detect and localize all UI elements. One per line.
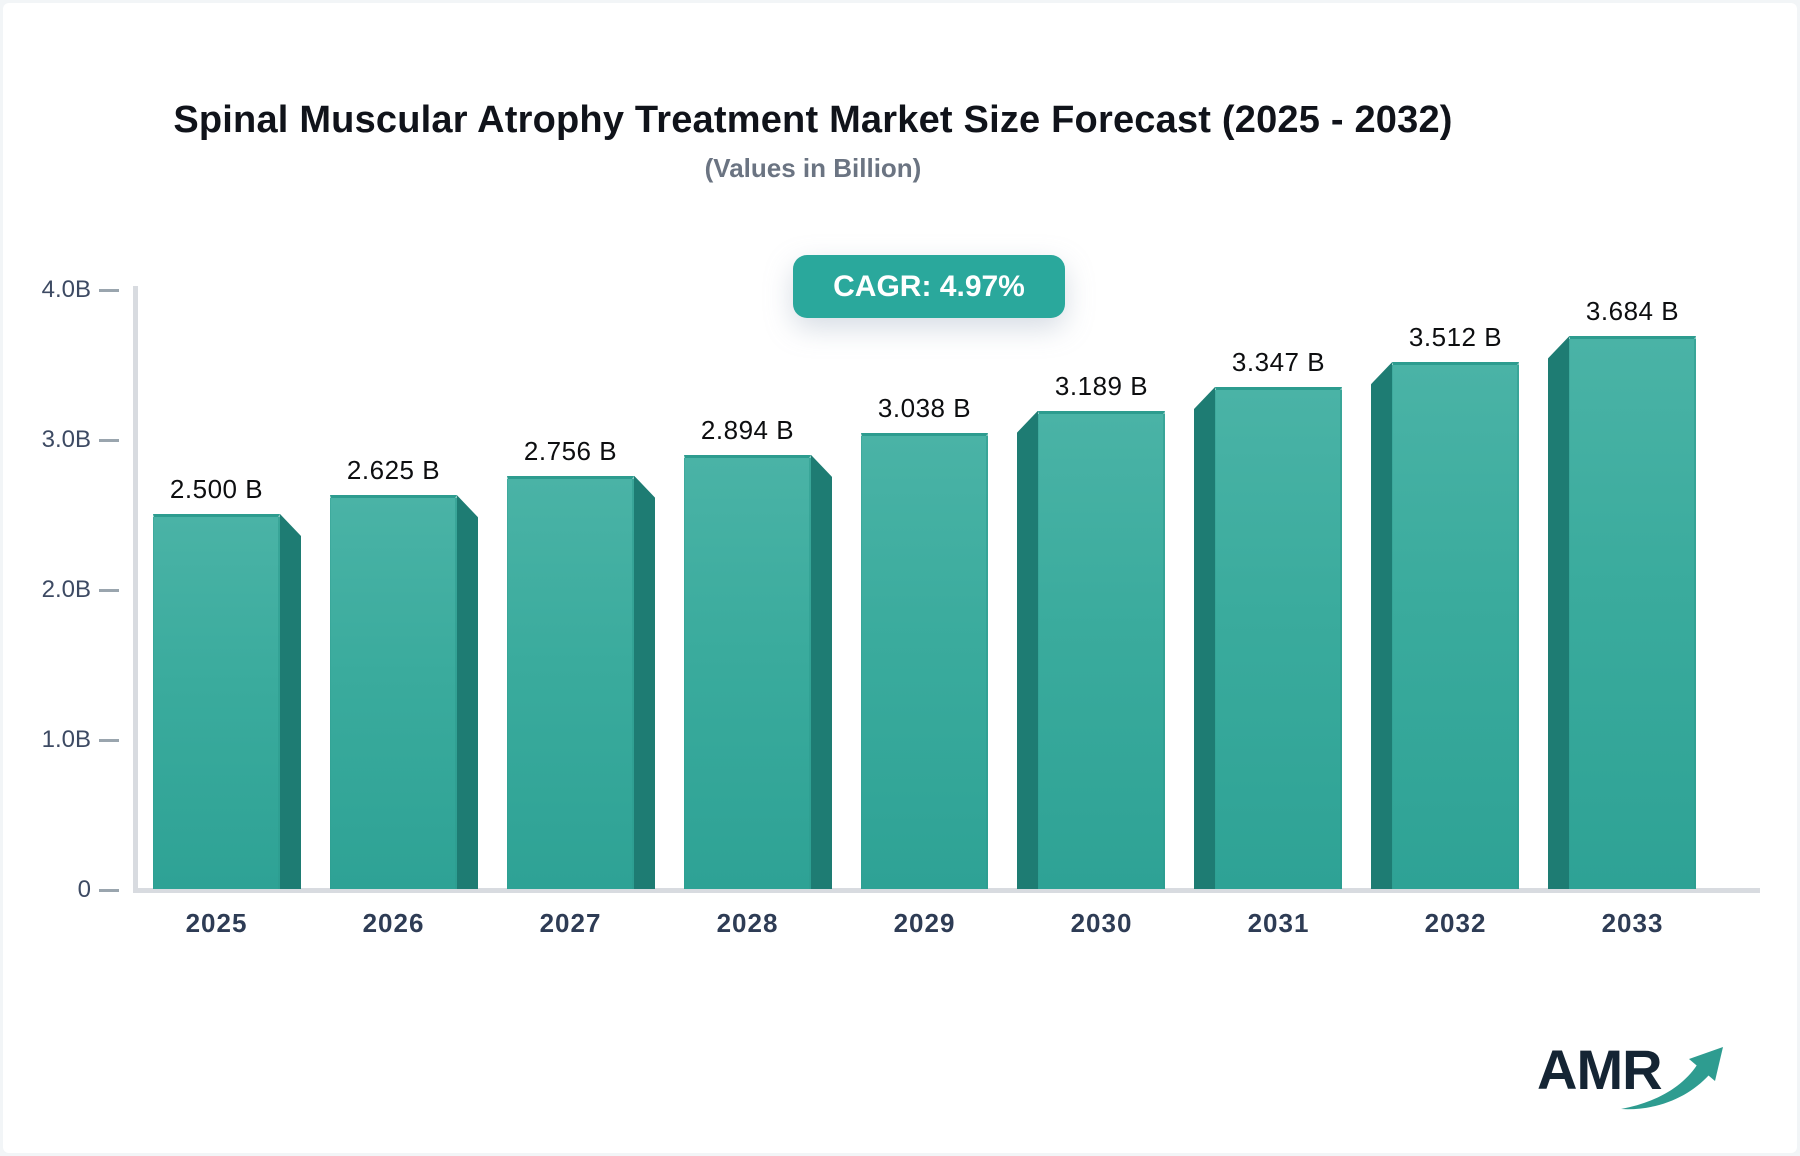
bar-side-face-2027 [634, 475, 655, 889]
bar-2029 [861, 433, 988, 889]
y-tick-dash-0 [99, 888, 119, 892]
value-label-2026: 2.625 B [346, 455, 441, 486]
bar-side-face-2030 [1017, 410, 1038, 889]
bar-2030 [1038, 410, 1165, 889]
chart-title: Spinal Muscular Atrophy Treatment Market… [173, 99, 1453, 141]
y-tick-label-1.0B: 1.0B [41, 726, 91, 753]
value-label-2030: 3.189 B [1054, 370, 1149, 401]
x-label-2029: 2029 [893, 908, 956, 938]
bar-2032 [1392, 362, 1519, 889]
bar-2026 [330, 495, 457, 889]
amr-logo: AMR [1533, 1033, 1753, 1123]
y-tick-dash-1.0B [99, 738, 119, 742]
y-tick-dash-3.0B [99, 438, 119, 442]
bar-2027 [507, 475, 634, 889]
amr-logo-text: AMR [1537, 1038, 1663, 1101]
bar-side-face-2026 [457, 495, 478, 889]
value-label-2032: 3.512 B [1408, 322, 1503, 353]
x-label-2025: 2025 [185, 908, 248, 938]
value-label-2028: 2.894 B [700, 414, 795, 445]
bar-side-face-2033 [1548, 336, 1569, 889]
bar-side-face-2028 [811, 454, 832, 889]
y-tick-label-2.0B: 2.0B [41, 576, 91, 603]
bar-2031 [1215, 386, 1342, 889]
value-label-2033: 3.684 B [1585, 296, 1680, 327]
value-label-2027: 2.756 B [523, 435, 618, 466]
value-label-2029: 3.038 B [877, 393, 972, 424]
y-tick-label-3.0B: 3.0B [41, 426, 91, 453]
value-label-2031: 3.347 B [1231, 346, 1326, 377]
cagr-badge-label: CAGR: 4.97% [833, 269, 1025, 303]
x-label-2031: 2031 [1247, 908, 1310, 938]
bar-2033 [1569, 336, 1696, 889]
x-label-2032: 2032 [1424, 908, 1487, 938]
x-label-2028: 2028 [716, 908, 779, 938]
x-label-2026: 2026 [362, 908, 425, 938]
y-tick-dash-4.0B [99, 288, 119, 292]
bar-2028 [684, 454, 811, 889]
x-axis-line [133, 888, 1760, 893]
y-tick-dash-2.0B [99, 588, 119, 592]
chart-card: Spinal Muscular Atrophy Treatment Market… [3, 3, 1797, 1153]
y-tick-label-0: 0 [77, 876, 91, 903]
y-tick-label-4.0B: 4.0B [41, 276, 91, 303]
bar-side-face-2031 [1194, 386, 1215, 889]
value-label-2025: 2.500 B [169, 474, 264, 504]
logo-growth-arrow-icon [1621, 1047, 1723, 1110]
bar-2025 [153, 514, 280, 889]
x-label-2027: 2027 [539, 908, 602, 938]
bar-side-face-2025 [280, 514, 301, 889]
cagr-badge: CAGR: 4.97% [793, 255, 1065, 318]
bar-side-face-2032 [1371, 362, 1392, 889]
x-label-2033: 2033 [1601, 908, 1664, 938]
x-label-2030: 2030 [1070, 908, 1133, 938]
chart-subtitle: (Values in Billion) [704, 153, 922, 183]
y-axis-line [133, 286, 138, 893]
